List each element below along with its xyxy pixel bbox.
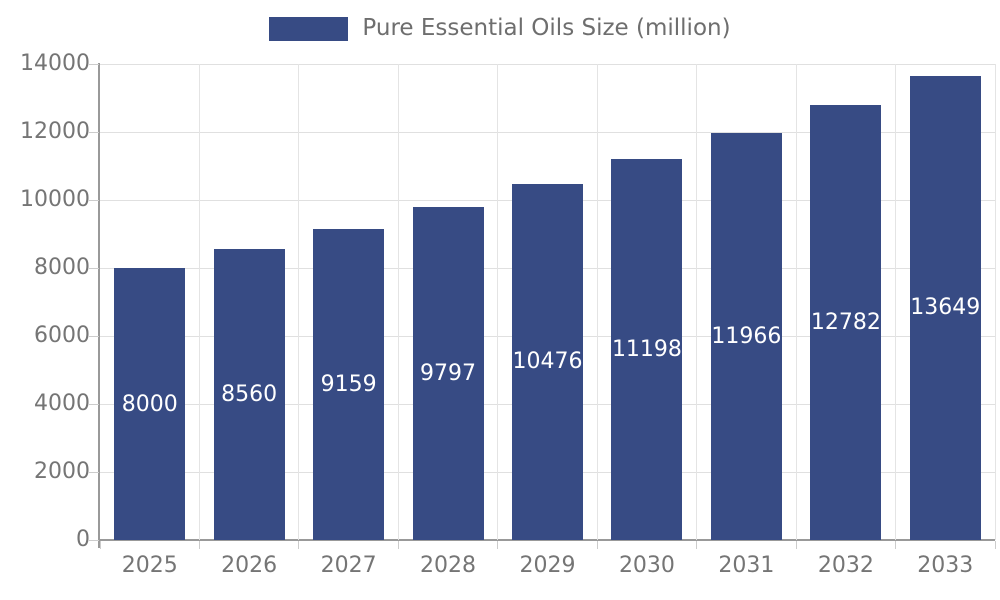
y-tick-label: 10000	[20, 187, 90, 212]
y-tick-label: 6000	[34, 323, 90, 348]
bar[interactable]: 11198	[611, 159, 683, 540]
bar-value-label: 11198	[611, 337, 682, 363]
x-gridline	[497, 64, 499, 540]
y-tick-label: 12000	[20, 119, 90, 144]
x-tick-label: 2026	[221, 553, 278, 578]
bar[interactable]: 12782	[810, 105, 882, 540]
y-tick-mark	[89, 132, 99, 133]
y-tick-mark	[89, 268, 99, 269]
legend-swatch	[269, 16, 349, 41]
x-tick-mark	[497, 541, 499, 549]
y-tick-mark	[89, 472, 99, 473]
y-tick-label: 2000	[34, 459, 90, 484]
bar-value-label: 13649	[910, 295, 981, 321]
bar-value-label: 11966	[711, 324, 782, 350]
bar[interactable]: 11966	[710, 133, 782, 540]
y-gridline	[100, 63, 995, 65]
bar-value-label: 10476	[512, 349, 583, 375]
y-tick-label: 14000	[20, 51, 90, 76]
x-tick-label: 2028	[420, 553, 477, 578]
y-tick-mark	[89, 540, 99, 541]
bar[interactable]: 10476	[512, 183, 583, 540]
x-tick-label: 2031	[718, 553, 775, 578]
x-gridline	[298, 64, 300, 540]
x-gridline	[994, 64, 996, 540]
x-tick-label: 2029	[519, 553, 576, 578]
x-tick-label: 2032	[817, 553, 874, 578]
bar-value-label: 9797	[420, 360, 477, 386]
bar-value-label: 8000	[121, 391, 178, 417]
bar[interactable]: 8560	[213, 248, 285, 540]
x-tick-mark	[198, 541, 200, 549]
x-gridline	[397, 64, 399, 540]
x-axis-line	[98, 539, 995, 541]
y-tick-label: 4000	[34, 391, 90, 416]
x-tick-label: 2033	[917, 553, 974, 578]
x-tick-mark	[99, 541, 101, 549]
bar-value-label: 8560	[221, 381, 278, 407]
x-tick-mark	[397, 541, 399, 549]
x-tick-mark	[298, 541, 300, 549]
bar[interactable]: 9159	[313, 228, 385, 540]
y-gridline	[100, 131, 995, 133]
bar-value-label: 12782	[810, 310, 881, 336]
legend-item[interactable]: Pure Essential Oils Size (million)	[0, 15, 1000, 43]
x-gridline	[895, 64, 897, 540]
x-tick-mark	[696, 541, 698, 549]
bar-value-label: 9159	[320, 371, 377, 397]
y-tick-mark	[89, 404, 99, 405]
bar[interactable]: 8000	[114, 268, 186, 540]
x-tick-label: 2025	[121, 553, 178, 578]
x-gridline	[198, 64, 200, 540]
x-gridline	[596, 64, 598, 540]
y-tick-mark	[89, 336, 99, 337]
y-axis-line	[98, 63, 100, 548]
x-tick-label: 2027	[320, 553, 377, 578]
x-tick-mark	[795, 541, 797, 549]
bar[interactable]: 9797	[412, 206, 484, 540]
x-tick-mark	[895, 541, 897, 549]
plot-area: 8000 8560 9159 9797 10476 11198 11966 12782 1364…	[100, 63, 996, 540]
y-tick-mark	[89, 64, 99, 65]
x-tick-mark	[596, 541, 598, 549]
x-gridline	[696, 64, 698, 540]
y-tick-label: 0	[76, 527, 90, 552]
bar[interactable]: 13649	[909, 75, 981, 540]
y-tick-label: 8000	[34, 255, 90, 280]
x-tick-label: 2030	[618, 553, 675, 578]
legend-label: Pure Essential Oils Size (million)	[362, 15, 731, 41]
x-tick-mark	[994, 541, 996, 549]
x-gridline	[795, 64, 797, 540]
y-tick-mark	[89, 200, 99, 201]
